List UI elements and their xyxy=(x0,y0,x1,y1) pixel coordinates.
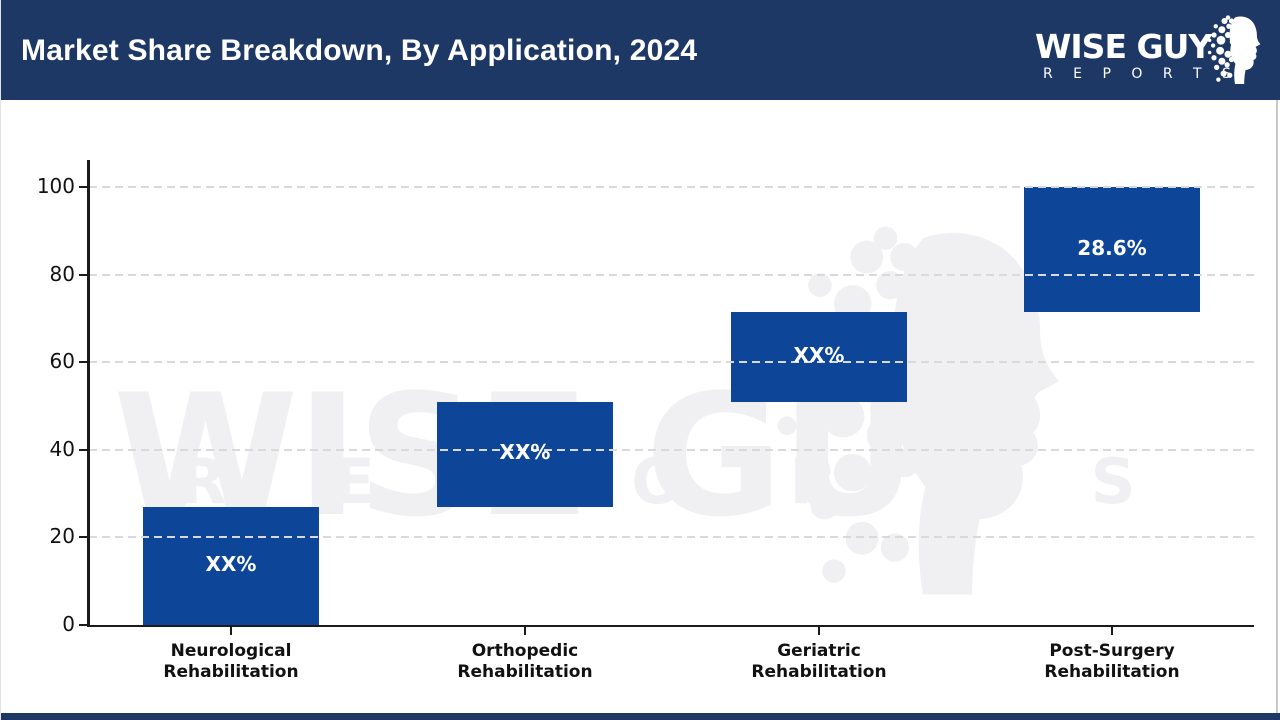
bar-value-label: XX% xyxy=(499,440,551,465)
gridline-y-60 xyxy=(89,361,1254,364)
x-category-label: Orthopedic Rehabilitation xyxy=(457,641,593,682)
y-tick-label-0: 0 xyxy=(62,612,75,636)
x-category-label: Post-Surgery Rehabilitation xyxy=(1044,641,1180,682)
y-tick-label-20: 20 xyxy=(49,524,75,549)
y-tick-label-40: 40 xyxy=(49,436,75,461)
x-category-label: Geriatric Rehabilitation xyxy=(751,641,887,682)
y-tick-60 xyxy=(79,361,87,364)
header-bar: Market Share Breakdown, By Application, … xyxy=(1,0,1280,100)
logo-wordmark: WISE GUY R E P O R T S xyxy=(1035,27,1239,82)
y-tick-label-60: 60 xyxy=(49,349,75,374)
x-tick xyxy=(524,627,526,635)
x-tick xyxy=(230,627,232,635)
bar-value-label: XX% xyxy=(205,551,257,576)
page-title: Market Share Breakdown, By Application, … xyxy=(21,34,698,67)
gridline-y-100 xyxy=(89,186,1254,188)
y-tick-100 xyxy=(79,186,87,188)
y-tick-40 xyxy=(79,448,87,451)
gridline-y-40 xyxy=(89,448,1254,451)
plot-area: 0 20 40 60 80 100 XX% Neurological Rehabilitatio… xyxy=(1,100,1280,713)
plot-right-border xyxy=(1276,100,1278,713)
logo-reports-text: R E P O R T S xyxy=(1043,66,1239,82)
y-tick-80 xyxy=(79,273,87,276)
logo-name-text: WISE GUY xyxy=(1035,27,1212,66)
x-tick xyxy=(818,627,820,635)
bar-value-label: XX% xyxy=(793,342,845,367)
bar-value-label: 28.6% xyxy=(1077,235,1147,260)
x-axis-line xyxy=(87,624,1254,627)
y-tick-0 xyxy=(79,624,87,626)
x-tick xyxy=(1111,627,1113,635)
logo-face-icon xyxy=(1207,12,1263,86)
gridline-y-20 xyxy=(89,536,1254,539)
y-tick-label-100: 100 xyxy=(36,174,75,198)
footer-bar xyxy=(1,713,1280,720)
wise-guy-reports-logo: WISE GUY R E P O R T S xyxy=(1035,8,1265,92)
x-category-label: Neurological Rehabilitation xyxy=(163,641,299,682)
bar-segment xyxy=(143,506,319,625)
bar-segment xyxy=(437,401,613,507)
y-axis-line xyxy=(87,160,90,627)
gridline-y-80 xyxy=(89,273,1254,276)
y-tick-label-80: 80 xyxy=(49,261,75,286)
y-tick-20 xyxy=(79,536,87,539)
